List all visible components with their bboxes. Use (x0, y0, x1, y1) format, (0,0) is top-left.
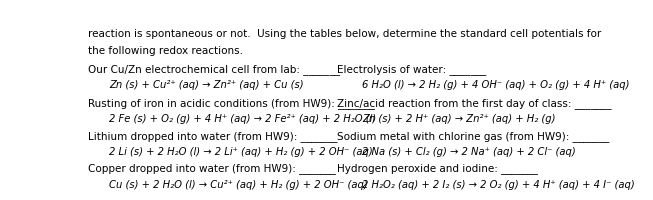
Text: Rusting of iron in acidic conditions (from HW9): _______: Rusting of iron in acidic conditions (fr… (88, 98, 375, 109)
Text: 2 Fe (s) + O₂ (g) + 4 H⁺ (aq) → 2 Fe²⁺ (aq) + 2 H₂O (l): 2 Fe (s) + O₂ (g) + 4 H⁺ (aq) → 2 Fe²⁺ (… (110, 114, 377, 124)
Text: Zinc/acid reaction from the first day of class: _______: Zinc/acid reaction from the first day of… (337, 98, 612, 109)
Text: 6 H₂O (l) → 2 H₂ (g) + 4 OH⁻ (aq) + O₂ (g) + 4 H⁺ (aq): 6 H₂O (l) → 2 H₂ (g) + 4 OH⁻ (aq) + O₂ (… (362, 80, 630, 90)
Text: 2 Na (s) + Cl₂ (g) → 2 Na⁺ (aq) + 2 Cl⁻ (aq): 2 Na (s) + Cl₂ (g) → 2 Na⁺ (aq) + 2 Cl⁻ … (362, 147, 576, 157)
Text: Zn (s) + Cu²⁺ (aq) → Zn²⁺ (aq) + Cu (s): Zn (s) + Cu²⁺ (aq) → Zn²⁺ (aq) + Cu (s) (110, 80, 304, 90)
Text: Zn (s) + 2 H⁺ (aq) → Zn²⁺ (aq) + H₂ (g): Zn (s) + 2 H⁺ (aq) → Zn²⁺ (aq) + H₂ (g) (362, 114, 556, 124)
Text: reaction is spontaneous or not.  Using the tables below, determine the standard : reaction is spontaneous or not. Using th… (88, 29, 601, 39)
Text: 2 H₂O₂ (aq) + 2 I₂ (s) → 2 O₂ (g) + 4 H⁺ (aq) + 4 I⁻ (aq): 2 H₂O₂ (aq) + 2 I₂ (s) → 2 O₂ (g) + 4 H⁺… (362, 180, 635, 190)
Text: Electrolysis of water: _______: Electrolysis of water: _______ (337, 64, 486, 75)
Text: Lithium dropped into water (from HW9): _______: Lithium dropped into water (from HW9): _… (88, 131, 337, 142)
Text: 2 Li (s) + 2 H₂O (l) → 2 Li⁺ (aq) + H₂ (g) + 2 OH⁻ (aq): 2 Li (s) + 2 H₂O (l) → 2 Li⁺ (aq) + H₂ (… (110, 147, 374, 157)
Text: Copper dropped into water (from HW9): _______: Copper dropped into water (from HW9): __… (88, 163, 336, 174)
Text: Our Cu/Zn electrochemical cell from lab: _______: Our Cu/Zn electrochemical cell from lab:… (88, 64, 340, 75)
Text: Hydrogen peroxide and iodine: _______: Hydrogen peroxide and iodine: _______ (337, 163, 538, 174)
Text: Cu (s) + 2 H₂O (l) → Cu²⁺ (aq) + H₂ (g) + 2 OH⁻ (aq): Cu (s) + 2 H₂O (l) → Cu²⁺ (aq) + H₂ (g) … (110, 180, 368, 190)
Text: the following redox reactions.: the following redox reactions. (88, 46, 243, 56)
Text: Sodium metal with chlorine gas (from HW9): _______: Sodium metal with chlorine gas (from HW9… (337, 131, 609, 142)
